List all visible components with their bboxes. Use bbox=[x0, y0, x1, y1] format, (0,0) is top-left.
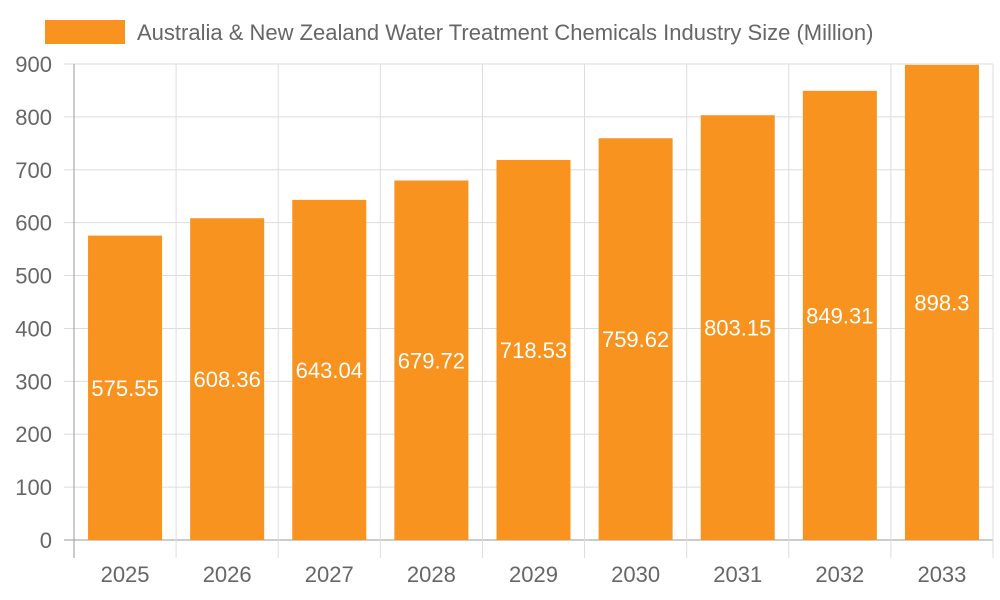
bar bbox=[700, 115, 775, 540]
x-tick-label: 2026 bbox=[203, 562, 252, 587]
y-tick-label: 700 bbox=[15, 158, 52, 183]
y-tick-label: 100 bbox=[15, 475, 52, 500]
x-tick-label: 2031 bbox=[713, 562, 762, 587]
bar bbox=[190, 218, 265, 540]
y-tick-label: 300 bbox=[15, 369, 52, 394]
x-tick-label: 2025 bbox=[101, 562, 150, 587]
legend-label: Australia & New Zealand Water Treatment … bbox=[137, 20, 873, 45]
legend[interactable]: Australia & New Zealand Water Treatment … bbox=[45, 20, 873, 45]
data-label: 608.36 bbox=[194, 367, 261, 392]
bar bbox=[394, 180, 469, 540]
x-tick-label: 2033 bbox=[917, 562, 966, 587]
y-tick-label: 800 bbox=[15, 105, 52, 130]
data-label: 718.53 bbox=[500, 338, 567, 363]
axes: 0 100 200 300 400 500 600 700 800 900 2025 2026 2027… bbox=[15, 52, 966, 587]
bar bbox=[292, 199, 367, 540]
bars: 575.55 608.36 643.04 679.72 718.53 759.62 803.… bbox=[88, 64, 979, 540]
data-label: 643.04 bbox=[296, 358, 363, 383]
y-tick-label: 400 bbox=[15, 316, 52, 341]
x-tick-label: 2032 bbox=[815, 562, 864, 587]
data-label: 759.62 bbox=[602, 327, 669, 352]
x-tick-label: 2029 bbox=[509, 562, 558, 587]
y-tick-label: 500 bbox=[15, 264, 52, 289]
bar bbox=[598, 138, 673, 540]
y-tick-label: 200 bbox=[15, 422, 52, 447]
data-label: 575.55 bbox=[91, 376, 158, 401]
legend-swatch bbox=[45, 20, 125, 44]
data-label: 849.31 bbox=[806, 303, 873, 328]
data-label: 803.15 bbox=[704, 316, 771, 341]
y-tick-label: 0 bbox=[40, 528, 52, 553]
y-tick-label: 600 bbox=[15, 211, 52, 236]
data-label: 898.3 bbox=[914, 290, 969, 315]
bar bbox=[88, 235, 163, 540]
bar bbox=[904, 64, 979, 540]
x-tick-label: 2028 bbox=[407, 562, 456, 587]
data-label: 679.72 bbox=[398, 348, 465, 373]
bar bbox=[496, 159, 571, 540]
y-tick-label: 900 bbox=[15, 52, 52, 77]
x-tick-label: 2027 bbox=[305, 562, 354, 587]
bar bbox=[802, 90, 877, 540]
x-tick-label: 2030 bbox=[611, 562, 660, 587]
